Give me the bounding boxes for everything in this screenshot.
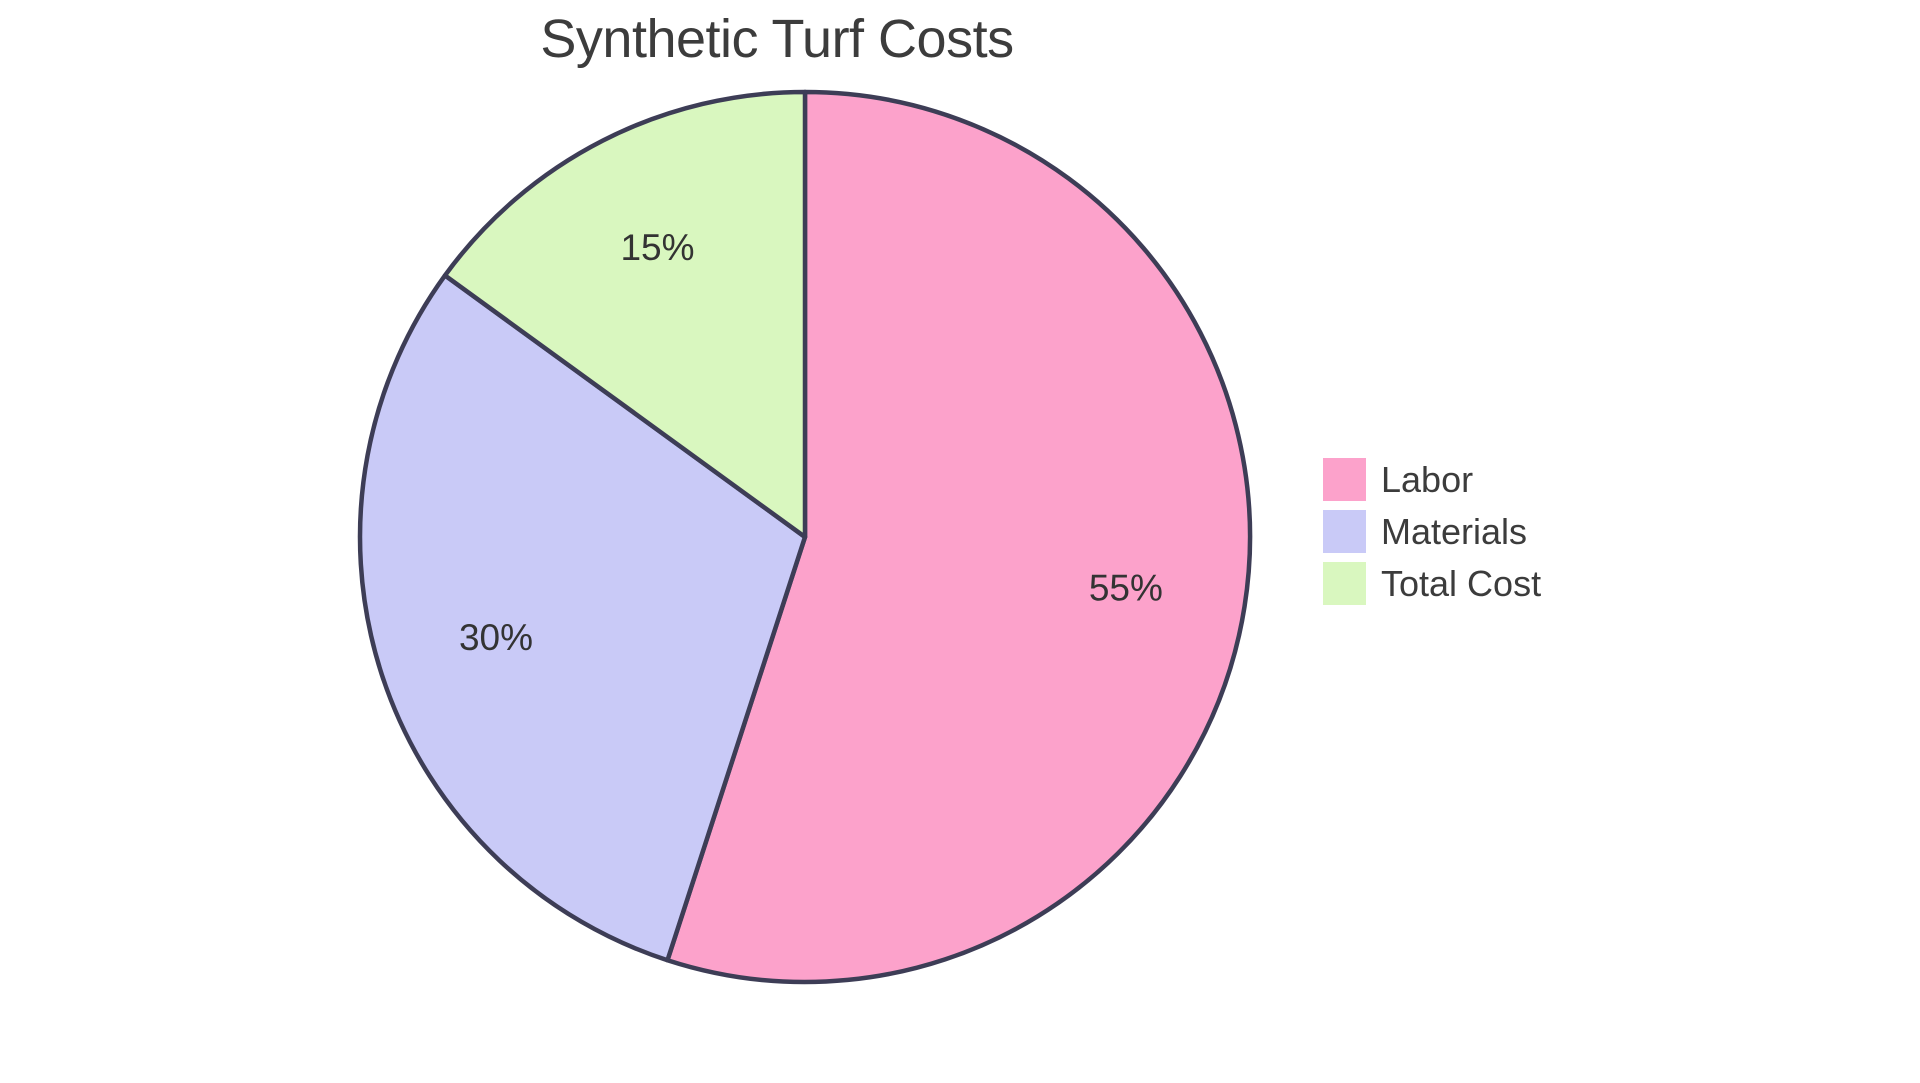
chart-title: Synthetic Turf Costs bbox=[540, 9, 1014, 69]
slice-percent-label-total-cost: 15% bbox=[620, 227, 694, 268]
legend-item-materials[interactable]: Materials bbox=[1323, 510, 1541, 553]
slice-percent-label-materials: 30% bbox=[459, 617, 533, 658]
legend-item-total-cost[interactable]: Total Cost bbox=[1323, 562, 1541, 605]
legend-swatch-materials bbox=[1323, 510, 1366, 553]
legend: Labor Materials Total Cost bbox=[1323, 458, 1541, 605]
legend-label-labor: Labor bbox=[1381, 458, 1474, 500]
legend-item-labor[interactable]: Labor bbox=[1323, 458, 1541, 501]
legend-label-total-cost: Total Cost bbox=[1381, 562, 1542, 604]
pie-slice-materials[interactable] bbox=[357, 273, 808, 963]
legend-label-materials: Materials bbox=[1381, 510, 1528, 552]
pie-slice-labor[interactable] bbox=[665, 89, 1253, 985]
slice-percent-label-labor: 55% bbox=[1089, 567, 1163, 608]
pie-slice-total-cost[interactable] bbox=[442, 89, 808, 540]
legend-swatch-labor bbox=[1323, 458, 1366, 501]
legend-swatch-total-cost bbox=[1323, 562, 1366, 605]
